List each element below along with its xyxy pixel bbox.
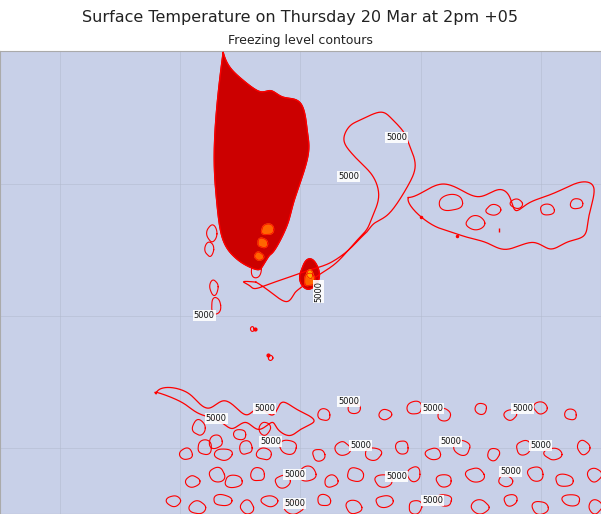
Polygon shape [307,270,313,279]
Text: 5000: 5000 [501,467,521,476]
Text: 5000: 5000 [338,173,359,181]
Text: 5000: 5000 [531,441,551,450]
Text: Surface Temperature on Thursday 20 Mar at 2pm +05: Surface Temperature on Thursday 20 Mar a… [82,10,519,26]
Polygon shape [255,252,264,260]
Text: 5000: 5000 [441,437,461,446]
Text: 5000: 5000 [284,499,305,508]
Text: 5000: 5000 [314,282,323,302]
Text: 5000: 5000 [284,470,305,479]
Text: 5000: 5000 [194,311,215,320]
Text: 5000: 5000 [254,404,275,413]
Text: Freezing level contours: Freezing level contours [228,33,373,47]
Text: 5000: 5000 [423,404,443,413]
Text: 5000: 5000 [423,497,443,505]
Text: 5000: 5000 [350,441,371,450]
Text: 5000: 5000 [386,472,407,482]
Polygon shape [215,52,309,270]
Polygon shape [305,273,314,286]
Polygon shape [258,238,267,248]
Text: 5000: 5000 [338,397,359,406]
Text: 5000: 5000 [260,437,281,446]
Text: 5000: 5000 [513,404,533,413]
Polygon shape [261,224,273,234]
Polygon shape [300,259,319,289]
Text: 5000: 5000 [206,414,227,424]
Text: 5000: 5000 [386,133,407,142]
